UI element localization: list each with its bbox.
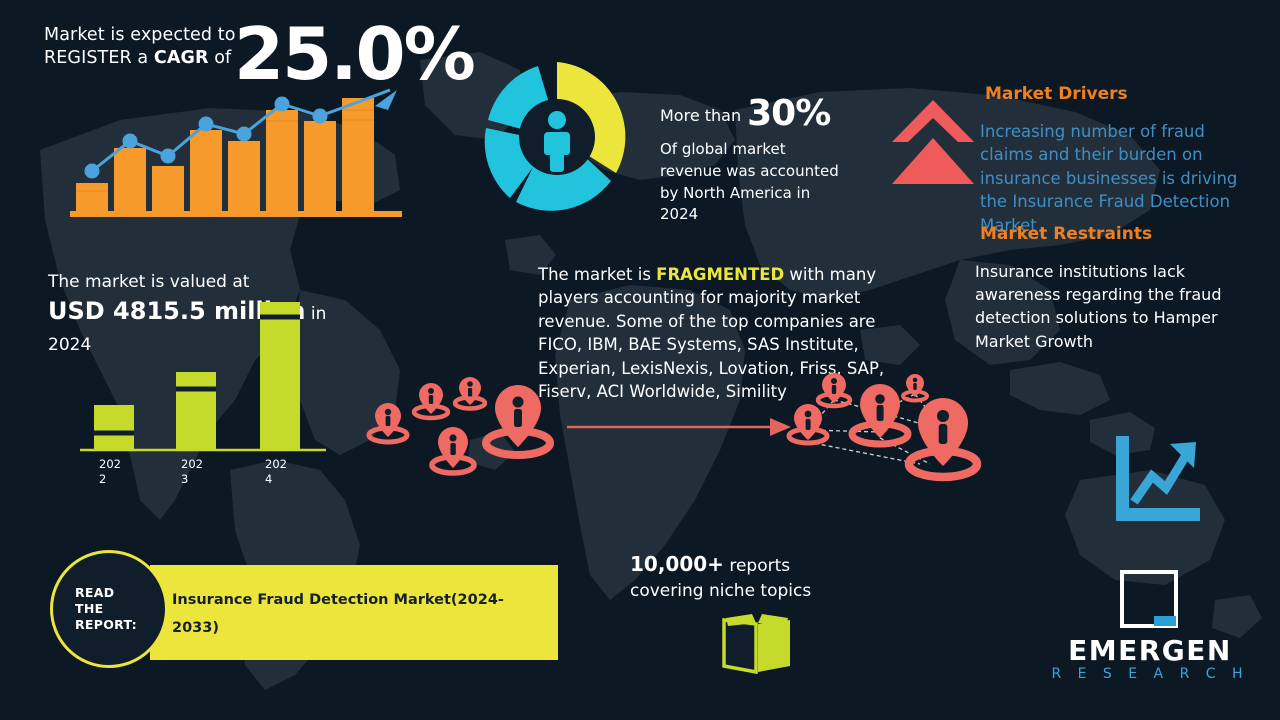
brand-logo: EMERGEN R E S E A R C H — [1048, 570, 1252, 690]
green-bars — [94, 302, 300, 450]
cagr-value: 25.0% — [234, 12, 476, 96]
map-pin-cluster-right — [786, 373, 982, 482]
na-percent: 30% — [747, 93, 831, 134]
square-outline-mark-icon — [1120, 570, 1178, 628]
logo-name: EMERGEN — [1068, 634, 1232, 667]
line-chart-up-icon — [1116, 436, 1200, 521]
cagr-word-bold: CAGR — [153, 48, 209, 69]
open-book-icon — [722, 614, 790, 674]
map-pin-person-icon — [429, 427, 477, 476]
svg-text:2: 2 — [99, 472, 106, 485]
reports-count-block: 10,000+ reports covering niche topics — [630, 550, 870, 604]
orange-bars — [76, 98, 374, 213]
trend-arrow-icon — [375, 90, 397, 110]
logo-subtitle: R E S E A R C H — [1051, 666, 1249, 682]
market-value-suffix: in 2024 — [48, 304, 327, 355]
read-report-circle[interactable]: READ THE REPORT: — [50, 550, 168, 668]
flow-arrow-icon — [567, 418, 791, 436]
read-report-banner[interactable]: Insurance Fraud Detection Market(2024-20… — [150, 565, 558, 660]
map-pin-cluster-left — [366, 377, 554, 476]
market-value-lead: The market is valued at — [48, 272, 250, 292]
map-pin-person-icon — [452, 377, 488, 411]
north-america-share-block: More than 30% Of global market revenue wa… — [660, 92, 860, 226]
na-line1: More than 30% — [660, 92, 860, 135]
revenue-donut-chart — [484, 62, 626, 211]
svg-text:202: 202 — [265, 457, 287, 471]
cagr-lead-line2-post: of — [208, 48, 232, 69]
map-pin-person-icon — [904, 398, 982, 482]
na-prefix: More than — [660, 106, 742, 125]
map-pin-person-icon — [482, 385, 554, 459]
cagr-lead-text: Market is expected to REGISTER a CAGR of — [44, 24, 244, 71]
frag-post: with many players accounting for majorit… — [538, 265, 885, 402]
market-restraints-heading: Market Restraints — [980, 224, 1153, 244]
svg-text:3: 3 — [181, 472, 188, 485]
read-label-line2: THE — [75, 601, 104, 616]
trend-points — [84, 96, 328, 179]
map-pin-person-icon — [786, 404, 830, 446]
reports-line1: 10,000+ reports — [630, 550, 870, 579]
logo-accent — [1154, 616, 1176, 626]
reports-count: 10,000+ — [630, 552, 724, 576]
bar-dividers — [94, 314, 300, 436]
frag-highlight: FRAGMENTED — [656, 265, 785, 284]
double-chevron-up-icon — [892, 100, 974, 184]
cagr-lead-line1: Market is expected to — [44, 25, 236, 45]
read-label-line3: REPORT: — [75, 617, 137, 632]
fragmented-market-paragraph: The market is FRAGMENTED with many playe… — [538, 263, 898, 404]
cagr-block: Market is expected to REGISTER a CAGR of… — [44, 18, 476, 90]
market-drivers-body: Increasing number of fraud claims and th… — [980, 122, 1238, 235]
report-title: Insurance Fraud Detection Market(2024-20… — [172, 592, 504, 636]
growth-bar-chart — [70, 88, 402, 217]
frag-pre: The market is — [538, 265, 657, 284]
read-label-line1: READ — [75, 585, 115, 600]
svg-text:4: 4 — [265, 472, 272, 485]
na-body-text: Of global market revenue was accounted b… — [660, 140, 839, 224]
person-icon — [544, 111, 570, 172]
map-pin-person-icon — [411, 383, 451, 421]
svg-text:202: 202 — [99, 457, 121, 471]
market-drivers-heading: Market Drivers — [985, 84, 1128, 104]
reports-line2: covering niche topics — [630, 581, 812, 601]
cagr-lead-line2-pre: REGISTER a — [44, 48, 154, 69]
map-pin-person-icon — [815, 373, 853, 409]
map-pin-person-icon — [848, 384, 912, 448]
market-restraints-body: Insurance institutions lack awareness re… — [975, 262, 1222, 351]
read-report-label: READ THE REPORT: — [75, 585, 155, 633]
reports-label: reports — [723, 556, 791, 576]
svg-text:202: 202 — [181, 457, 203, 471]
map-pin-person-icon — [901, 374, 929, 403]
map-pin-person-icon — [366, 403, 410, 445]
